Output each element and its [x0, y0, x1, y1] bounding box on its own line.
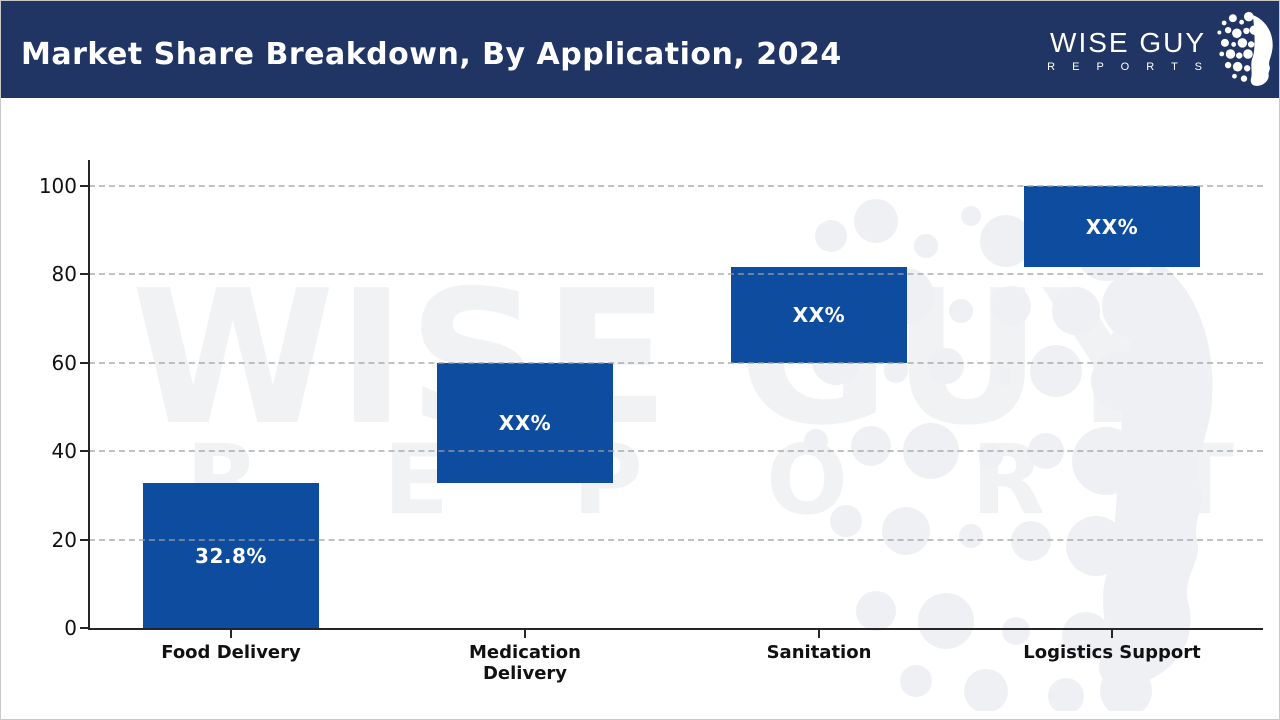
bar-value-label: XX%: [1085, 214, 1139, 239]
y-tick-label-0: 0: [64, 616, 77, 640]
gridline-80: [89, 273, 1263, 276]
y-tick-20: [80, 538, 88, 541]
bar-value-label: 32.8%: [195, 543, 267, 568]
y-tick-label-80: 80: [51, 262, 77, 287]
header-band: Market Share Breakdown, By Application, …: [1, 1, 1279, 98]
y-tick-0: [80, 627, 88, 629]
x-tick-4: [1111, 630, 1113, 638]
bar-logistics-support: XX%: [1024, 186, 1200, 268]
y-axis-line: [88, 160, 90, 630]
bar-medication-delivery: XX%: [437, 362, 613, 484]
gridline-100: [89, 185, 1263, 187]
wiseguy-logo-name: WISE GUY: [1050, 26, 1207, 58]
bar-sanitation: XX%: [731, 267, 907, 363]
x-tick-1: [230, 630, 232, 638]
y-tick-60: [80, 361, 88, 364]
y-tick-label-20: 20: [51, 527, 77, 552]
category-label-3: Sanitation: [766, 642, 872, 663]
bar-value-label: XX%: [498, 410, 552, 435]
category-label-4: Logistics Support: [1023, 642, 1201, 663]
y-tick-100: [80, 185, 88, 187]
waterfall-chart: 0 20 40 60 80 100 32.8% XX% XX% XX% Food Delivery M…: [1, 98, 1279, 719]
y-tick-label-60: 60: [51, 350, 77, 375]
x-tick-2: [524, 630, 526, 638]
gridline-20: [89, 538, 1263, 541]
page-title: Market Share Breakdown, By Application, …: [21, 37, 842, 72]
bar-food-delivery: 32.8%: [143, 483, 319, 628]
category-label-2: Medication Delivery: [469, 642, 581, 684]
y-tick-label-100: 100: [38, 174, 77, 198]
y-tick-label-40: 40: [51, 439, 77, 464]
wiseguy-logo-tagline: R E P O R T S: [1047, 60, 1209, 73]
gridline-60: [89, 361, 1263, 364]
y-tick-80: [80, 273, 88, 276]
wiseguy-head-icon: [1217, 11, 1273, 86]
category-label-1: Food Delivery: [161, 642, 301, 663]
bar-value-label: XX%: [792, 303, 846, 328]
wiseguy-logo: WISE GUY R E P O R T S: [1047, 7, 1275, 93]
y-tick-40: [80, 450, 88, 453]
x-tick-3: [818, 630, 820, 638]
gridline-40: [89, 450, 1263, 453]
wiseguy-logo-text: WISE GUY R E P O R T S: [1047, 26, 1209, 73]
x-axis-line: [88, 628, 1263, 630]
